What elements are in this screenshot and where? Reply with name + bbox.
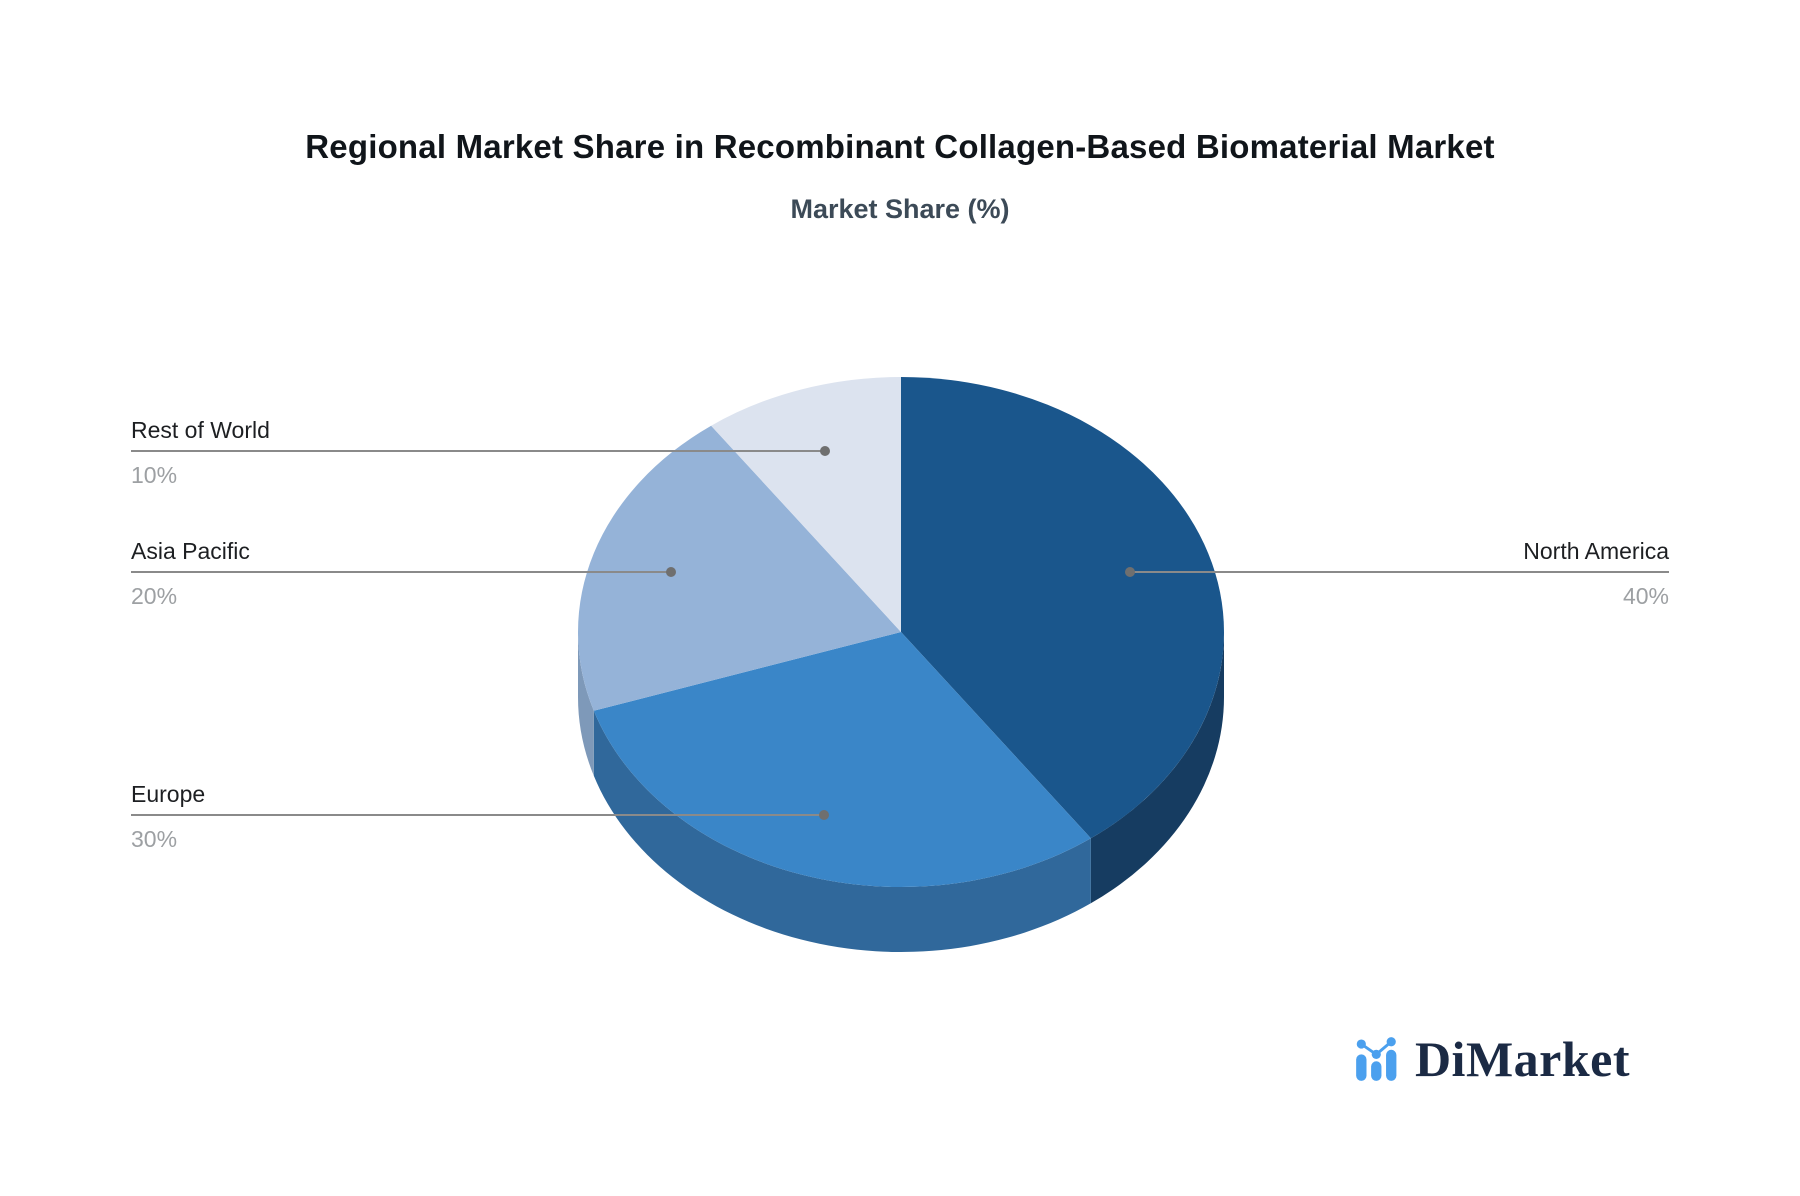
brand-name: DiMarket	[1414, 1031, 1630, 1087]
callout-europe: Europe 30%	[131, 779, 826, 854]
callout-label: Rest of World	[131, 417, 270, 443]
callout-value: 30%	[131, 826, 178, 852]
bar-line-chart-icon	[1356, 1037, 1397, 1081]
pie-slice-wall-asia-pacific	[578, 632, 594, 776]
callout-label: North America	[1523, 538, 1669, 564]
pie-slice-asia-pacific[interactable]	[578, 425, 901, 711]
leader-line	[1128, 571, 1669, 573]
callout-label: Europe	[131, 781, 206, 807]
pie-slice-wall-north-america	[1090, 632, 1224, 904]
leader-line	[131, 814, 826, 816]
callout-value: 10%	[131, 462, 178, 488]
pie-slice-north-america[interactable]	[901, 377, 1224, 839]
chart-title: Regional Market Share in Recombinant Col…	[305, 128, 1495, 165]
chart-subtitle: Market Share (%)	[790, 194, 1010, 224]
pie-slice-rest-of-world[interactable]	[711, 377, 901, 632]
pie-slice-europe[interactable]	[593, 632, 1091, 887]
callout-label: Asia Pacific	[131, 538, 250, 564]
callout-rest-of-world: Rest of World 10%	[131, 415, 827, 490]
callout-value: 40%	[1622, 583, 1669, 609]
callout-value: 20%	[131, 583, 178, 609]
callout-asia-pacific: Asia Pacific 20%	[131, 536, 673, 611]
brand-logo: DiMarket	[1354, 1031, 1630, 1087]
leader-line	[131, 571, 673, 573]
pie-slice-wall-europe	[593, 710, 1091, 952]
leader-line	[131, 450, 827, 452]
callout-north-america: North America 40%	[1128, 536, 1669, 611]
